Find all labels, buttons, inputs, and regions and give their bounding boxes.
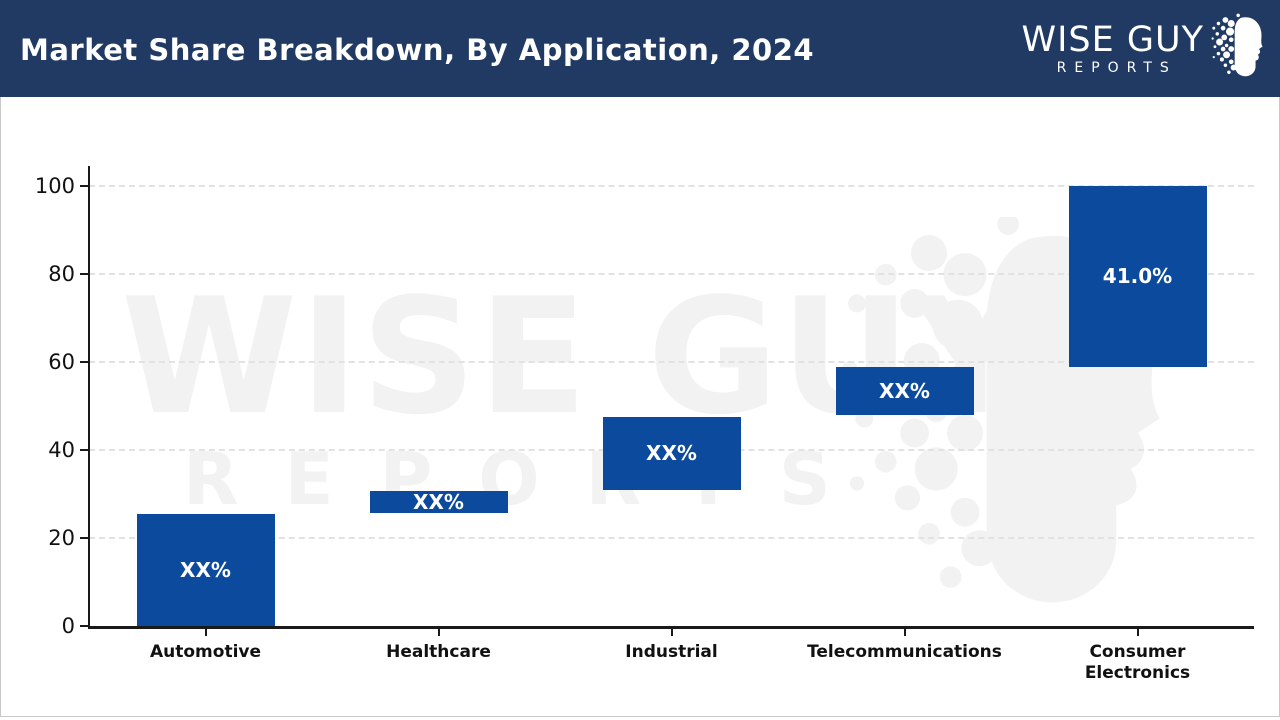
x-tick-mark (670, 629, 673, 636)
y-tick-mark (80, 361, 89, 363)
x-tick-mark (437, 629, 440, 636)
x-tick-label: Industrial (625, 642, 718, 662)
y-tick-mark (80, 449, 89, 451)
y-tick-label: 40 (48, 438, 75, 462)
watermark-text-line1: WISE GUY (121, 263, 1031, 450)
y-axis (88, 166, 90, 628)
y-tick-mark (80, 625, 89, 627)
bar-value-label: XX% (413, 489, 464, 514)
y-tick-mark (80, 185, 89, 187)
y-tick-mark (80, 273, 89, 275)
bar-value-label: XX% (646, 441, 697, 466)
gridline (89, 273, 1254, 275)
x-tick-mark (1136, 629, 1139, 636)
page-title: Market Share Breakdown, By Application, … (20, 33, 815, 67)
bar: XX% (369, 489, 508, 514)
bar: XX% (602, 416, 741, 491)
gridline (89, 361, 1254, 363)
bar-value-label: XX% (879, 379, 930, 404)
bar: 41.0% (1068, 186, 1207, 367)
y-tick-label: 0 (61, 614, 75, 638)
y-tick-label: 60 (48, 350, 75, 374)
x-tick-label: Telecommunications (807, 642, 1002, 662)
gridline (89, 537, 1254, 539)
x-tick-label: Automotive (149, 642, 262, 662)
x-tick-label: Healthcare (386, 642, 491, 662)
bar: XX% (835, 367, 974, 416)
x-tick-label: Consumer Electronics (1084, 642, 1191, 683)
wiseguy-logo: WISE GUY REPORTS (1021, 9, 1266, 89)
bar-value-label: 41.0% (1102, 264, 1173, 289)
y-tick-label: 100 (34, 174, 75, 198)
gridline (89, 185, 1254, 187)
logo-line1: WISE GUY (1021, 20, 1204, 60)
header-bar: Market Share Breakdown, By Application, … (0, 0, 1280, 97)
chart-plot-area: WISE GUY REPORTS 0 20 40 60 80 100 XX% Automoti… (0, 97, 1280, 717)
x-axis (88, 626, 1254, 629)
bar: XX% (136, 513, 275, 626)
wiseguy-logo-text: WISE GUY REPORTS (1021, 20, 1204, 77)
y-tick-label: 20 (48, 526, 75, 550)
y-tick-label: 80 (48, 262, 75, 286)
wiseguy-head-icon (1211, 13, 1263, 77)
x-tick-mark (204, 629, 207, 636)
logo-line2: REPORTS (1056, 60, 1177, 76)
bar-value-label: XX% (180, 557, 231, 582)
y-tick-mark (80, 537, 89, 539)
x-tick-mark (903, 629, 906, 636)
